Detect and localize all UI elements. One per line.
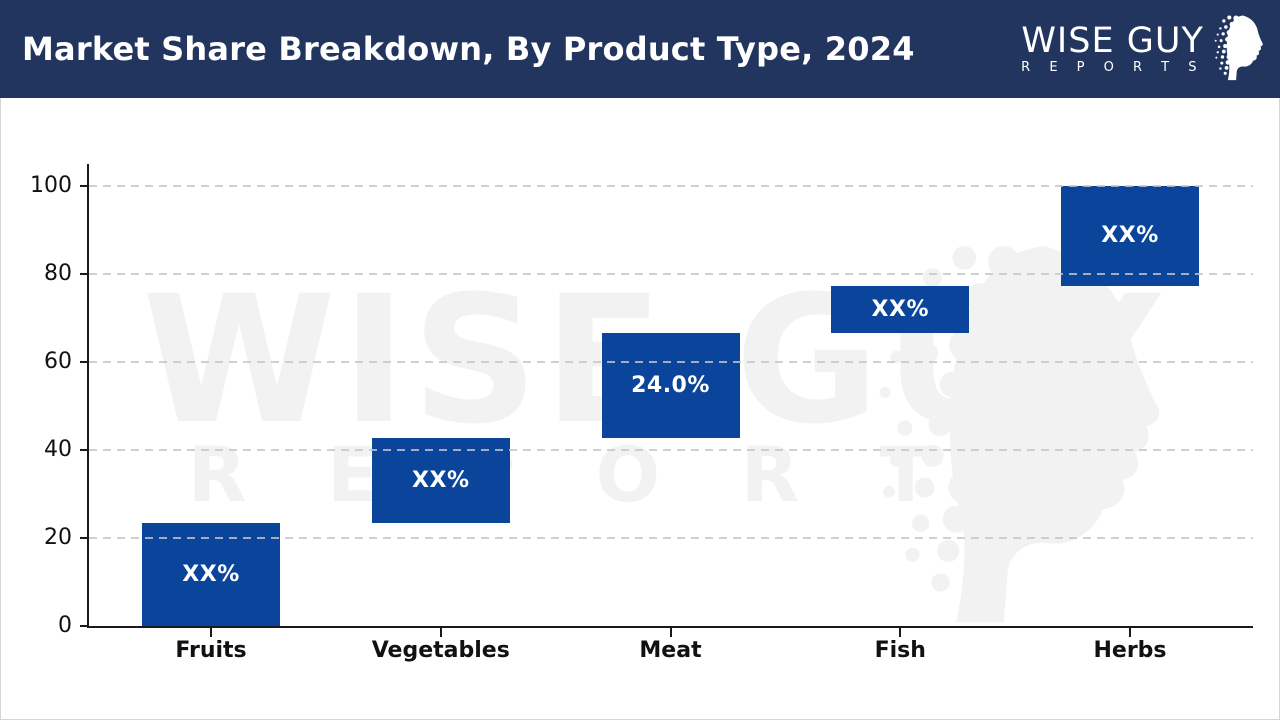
x-axis xyxy=(87,626,1253,628)
gridline-100 xyxy=(89,184,1253,187)
watermark-head-icon xyxy=(879,246,1160,623)
bar-value-label: XX% xyxy=(412,468,470,494)
page-title: Market Share Breakdown, By Product Type,… xyxy=(22,30,915,68)
gridline-80 xyxy=(89,272,1253,275)
y-tick-label: 40 xyxy=(44,436,72,462)
bar-segment-meat: 24.0% xyxy=(601,332,740,439)
x-tick-label-herbs: Herbs xyxy=(1093,638,1167,663)
watermark-subtext: R E P O R T S xyxy=(188,430,1094,519)
logo-head-icon xyxy=(1214,15,1263,80)
brand-logo-text: WISE GUY R E P O R T S xyxy=(1021,23,1204,75)
y-tick-mark xyxy=(80,272,87,275)
y-axis xyxy=(87,164,89,628)
x-tick-label-fruits: Fruits xyxy=(175,638,247,663)
y-tick-label: 60 xyxy=(44,348,72,374)
gridline-60 xyxy=(89,360,1253,363)
y-tick-mark xyxy=(80,536,87,539)
x-tick-mark xyxy=(439,628,442,637)
y-tick-label: 100 xyxy=(30,172,72,198)
y-tick-label: 20 xyxy=(44,524,72,550)
y-tick-label: 80 xyxy=(44,260,72,286)
x-tick-mark xyxy=(210,628,212,637)
bar-segment-herbs: XX% xyxy=(1061,185,1199,286)
x-tick-mark xyxy=(669,628,672,637)
x-tick-mark xyxy=(1129,628,1131,637)
logo-subtext: R E P O R T S xyxy=(1021,60,1204,75)
x-tick-label-vegetables: Vegetables xyxy=(371,638,510,663)
page-border-left xyxy=(0,98,1,720)
gridline-40 xyxy=(89,448,1253,451)
bar-value-label: XX% xyxy=(871,296,929,322)
gridline-20 xyxy=(89,536,1253,539)
bar-segment-fish: XX% xyxy=(831,286,970,333)
y-tick-mark xyxy=(80,625,87,627)
logo-wordmark: WISE GUY xyxy=(1021,21,1204,61)
bar-value-label: XX% xyxy=(1101,223,1159,249)
bar-segment-vegetables: XX% xyxy=(371,438,510,523)
y-tick-mark xyxy=(80,184,87,187)
x-tick-mark xyxy=(899,628,902,637)
y-tick-mark xyxy=(80,448,87,451)
bar-value-label: XX% xyxy=(182,561,240,587)
logo-head-dots xyxy=(1214,15,1243,76)
brand-logo: WISE GUY R E P O R T S xyxy=(1021,12,1266,87)
bar-value-label: 24.0% xyxy=(631,373,710,399)
x-tick-label-meat: Meat xyxy=(639,638,702,663)
header-banner: Market Share Breakdown, By Product Type,… xyxy=(0,0,1280,98)
y-tick-mark xyxy=(80,360,87,363)
bar-segment-fruits: XX% xyxy=(142,522,280,626)
x-tick-label-fish: Fish xyxy=(874,638,926,663)
y-tick-label: 0 xyxy=(58,613,72,638)
